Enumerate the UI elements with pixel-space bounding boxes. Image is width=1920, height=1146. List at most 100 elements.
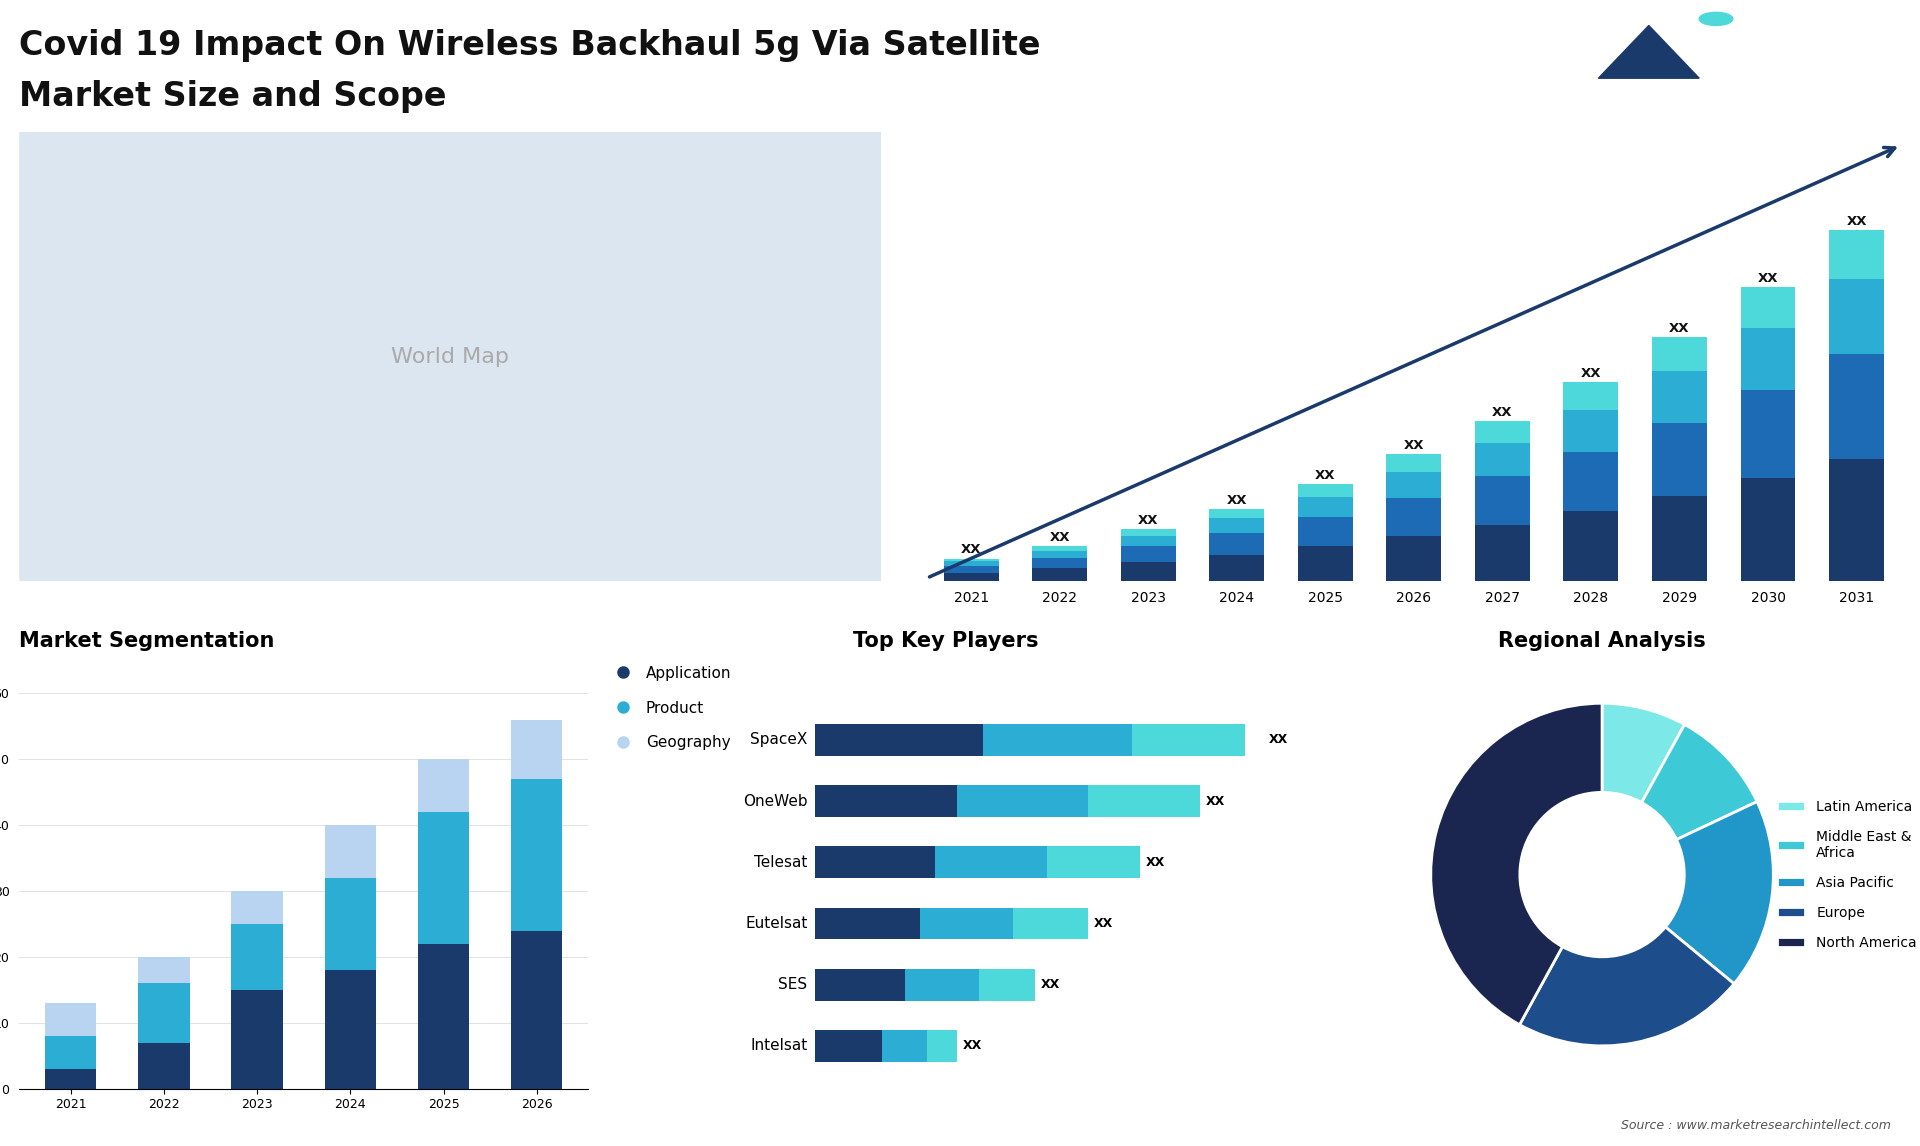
Bar [324, 878, 376, 971]
Text: XX: XX [962, 1039, 981, 1052]
Text: XX: XX [1315, 469, 1336, 482]
Bar [1475, 477, 1530, 525]
Bar [232, 892, 282, 924]
Bar [1210, 555, 1263, 581]
Bar [1475, 421, 1530, 444]
Bar [1651, 371, 1707, 423]
Text: Market Size and Scope: Market Size and Scope [19, 80, 447, 113]
Bar [1386, 536, 1442, 581]
Text: XX: XX [960, 543, 981, 557]
Bar [945, 566, 998, 573]
Bar [1210, 518, 1263, 533]
Bar [1046, 847, 1140, 878]
Bar [232, 924, 282, 990]
Bar [324, 971, 376, 1089]
Text: XX: XX [1041, 979, 1060, 991]
Text: Intelsat: Intelsat [751, 1038, 808, 1053]
Wedge shape [1430, 704, 1601, 1025]
Bar [1133, 724, 1263, 756]
Text: RESEARCH: RESEARCH [1749, 55, 1820, 68]
Text: XX: XX [1580, 367, 1601, 379]
Bar [1475, 444, 1530, 477]
Bar [1830, 230, 1884, 280]
Text: MARKET: MARKET [1749, 29, 1805, 41]
Bar [419, 944, 468, 1089]
Bar [1210, 533, 1263, 555]
Text: XX: XX [1269, 733, 1288, 746]
Bar [1563, 382, 1619, 410]
Bar [1386, 472, 1442, 499]
Text: INTELLECT: INTELLECT [1749, 81, 1820, 94]
Bar [1741, 391, 1795, 478]
Wedge shape [1665, 802, 1774, 983]
Bar [1563, 452, 1619, 511]
Text: XX: XX [1757, 272, 1778, 285]
Bar [511, 779, 563, 931]
Bar [935, 847, 1046, 878]
Text: SpaceX: SpaceX [751, 732, 808, 747]
Bar [44, 1003, 96, 1036]
Bar [1033, 547, 1087, 551]
Wedge shape [1519, 927, 1734, 1046]
Title: Top Key Players: Top Key Players [852, 630, 1039, 651]
Bar [1830, 354, 1884, 458]
Circle shape [1699, 13, 1732, 25]
Bar [1298, 547, 1354, 581]
Text: XX: XX [1092, 917, 1112, 931]
Text: XX: XX [1847, 215, 1866, 228]
Wedge shape [1642, 724, 1757, 840]
Bar [1741, 288, 1795, 328]
FancyBboxPatch shape [19, 132, 881, 581]
Bar [816, 724, 983, 756]
Bar [1033, 558, 1087, 568]
Bar [1741, 478, 1795, 581]
Bar [419, 760, 468, 813]
Bar [1475, 525, 1530, 581]
Bar [1830, 280, 1884, 354]
Bar [138, 1043, 190, 1089]
Polygon shape [1597, 25, 1699, 78]
Bar [1121, 547, 1175, 563]
Bar [904, 968, 979, 1000]
Text: XX: XX [1492, 406, 1513, 419]
Bar [44, 1036, 96, 1069]
Bar [1087, 785, 1200, 817]
Bar [1298, 485, 1354, 497]
Text: World Map: World Map [392, 346, 509, 367]
Legend: Application, Product, Geography: Application, Product, Geography [601, 660, 737, 756]
Text: Market Segmentation: Market Segmentation [19, 630, 275, 651]
Bar [945, 558, 998, 562]
Bar [1830, 458, 1884, 581]
Bar [1563, 410, 1619, 452]
Text: XX: XX [1139, 513, 1158, 527]
Legend: Latin America, Middle East &
Africa, Asia Pacific, Europe, North America: Latin America, Middle East & Africa, Asi… [1772, 794, 1920, 955]
Title: Regional Analysis: Regional Analysis [1498, 630, 1707, 651]
Bar [1033, 568, 1087, 581]
Bar [1121, 536, 1175, 547]
Wedge shape [1601, 704, 1684, 802]
Text: Telesat: Telesat [755, 855, 808, 870]
Bar [1386, 499, 1442, 536]
Bar [1386, 455, 1442, 472]
Text: XX: XX [1050, 532, 1069, 544]
Bar [1210, 509, 1263, 518]
Bar [511, 931, 563, 1089]
Bar [956, 785, 1087, 817]
Bar [419, 813, 468, 944]
Bar [232, 990, 282, 1089]
Bar [945, 562, 998, 566]
Bar [1651, 495, 1707, 581]
Bar [1651, 423, 1707, 495]
Text: XX: XX [1227, 494, 1248, 507]
Text: Eutelsat: Eutelsat [745, 916, 808, 931]
Text: SES: SES [778, 978, 808, 992]
Polygon shape [1597, 25, 1699, 78]
Text: XX: XX [1404, 439, 1425, 453]
Text: OneWeb: OneWeb [743, 794, 808, 809]
Bar [138, 957, 190, 983]
Text: XX: XX [1146, 856, 1165, 869]
Bar [1298, 497, 1354, 518]
Bar [1121, 529, 1175, 536]
Bar [816, 847, 935, 878]
Bar [1014, 908, 1087, 940]
